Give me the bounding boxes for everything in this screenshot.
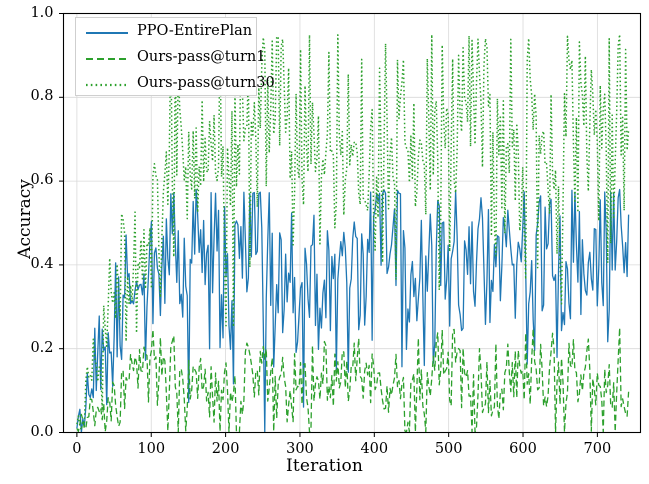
x-tick-label: 500 (434, 440, 463, 457)
series-layer (76, 33, 630, 434)
y-tick-label: 1.0 (30, 4, 54, 21)
x-tick-label: 400 (360, 440, 389, 457)
y-tick-label: 0.8 (30, 88, 54, 105)
x-axis-title: Iteration (285, 456, 364, 476)
legend-entry-ppo-entireplan: PPO-EntirePlan (76, 20, 258, 46)
y-tick-label: 0.0 (30, 423, 54, 440)
legend-label: PPO-EntirePlan (137, 23, 253, 39)
y-axis-title: Accuracy (15, 179, 35, 259)
x-tick-label: 300 (286, 440, 314, 457)
series-line (76, 327, 630, 433)
y-tick-label: 0.4 (30, 255, 54, 272)
x-tick-label: 600 (509, 440, 537, 457)
x-tick-label: 0 (72, 440, 82, 457)
legend-entry-ours-pass-turn30: Ours-pass@turn30 (76, 72, 275, 98)
tick-marks (59, 13, 598, 437)
axes-frame (62, 12, 642, 434)
y-axis-title-wrapper: Accuracy (15, 99, 39, 339)
legend-swatch-dashed-line (86, 57, 128, 61)
y-tick-label: 0.6 (30, 172, 54, 189)
series-line (76, 188, 630, 434)
y-tick-label: 0.2 (30, 339, 54, 356)
x-tick-label: 100 (137, 440, 166, 457)
x-tick-label: 700 (583, 440, 612, 457)
legend-swatch-dotted-line (86, 83, 128, 87)
x-tick-label: 200 (211, 440, 240, 457)
legend-entry-ours-pass-turn1: Ours-pass@turn1 (76, 46, 265, 72)
legend-label: Ours-pass@turn1 (137, 49, 266, 65)
chart-legend: PPO-EntirePlan Ours-pass@turn1 Ours-pass… (75, 17, 275, 98)
legend-swatch-solid-line (86, 31, 128, 35)
legend-label: Ours-pass@turn30 (137, 75, 275, 91)
